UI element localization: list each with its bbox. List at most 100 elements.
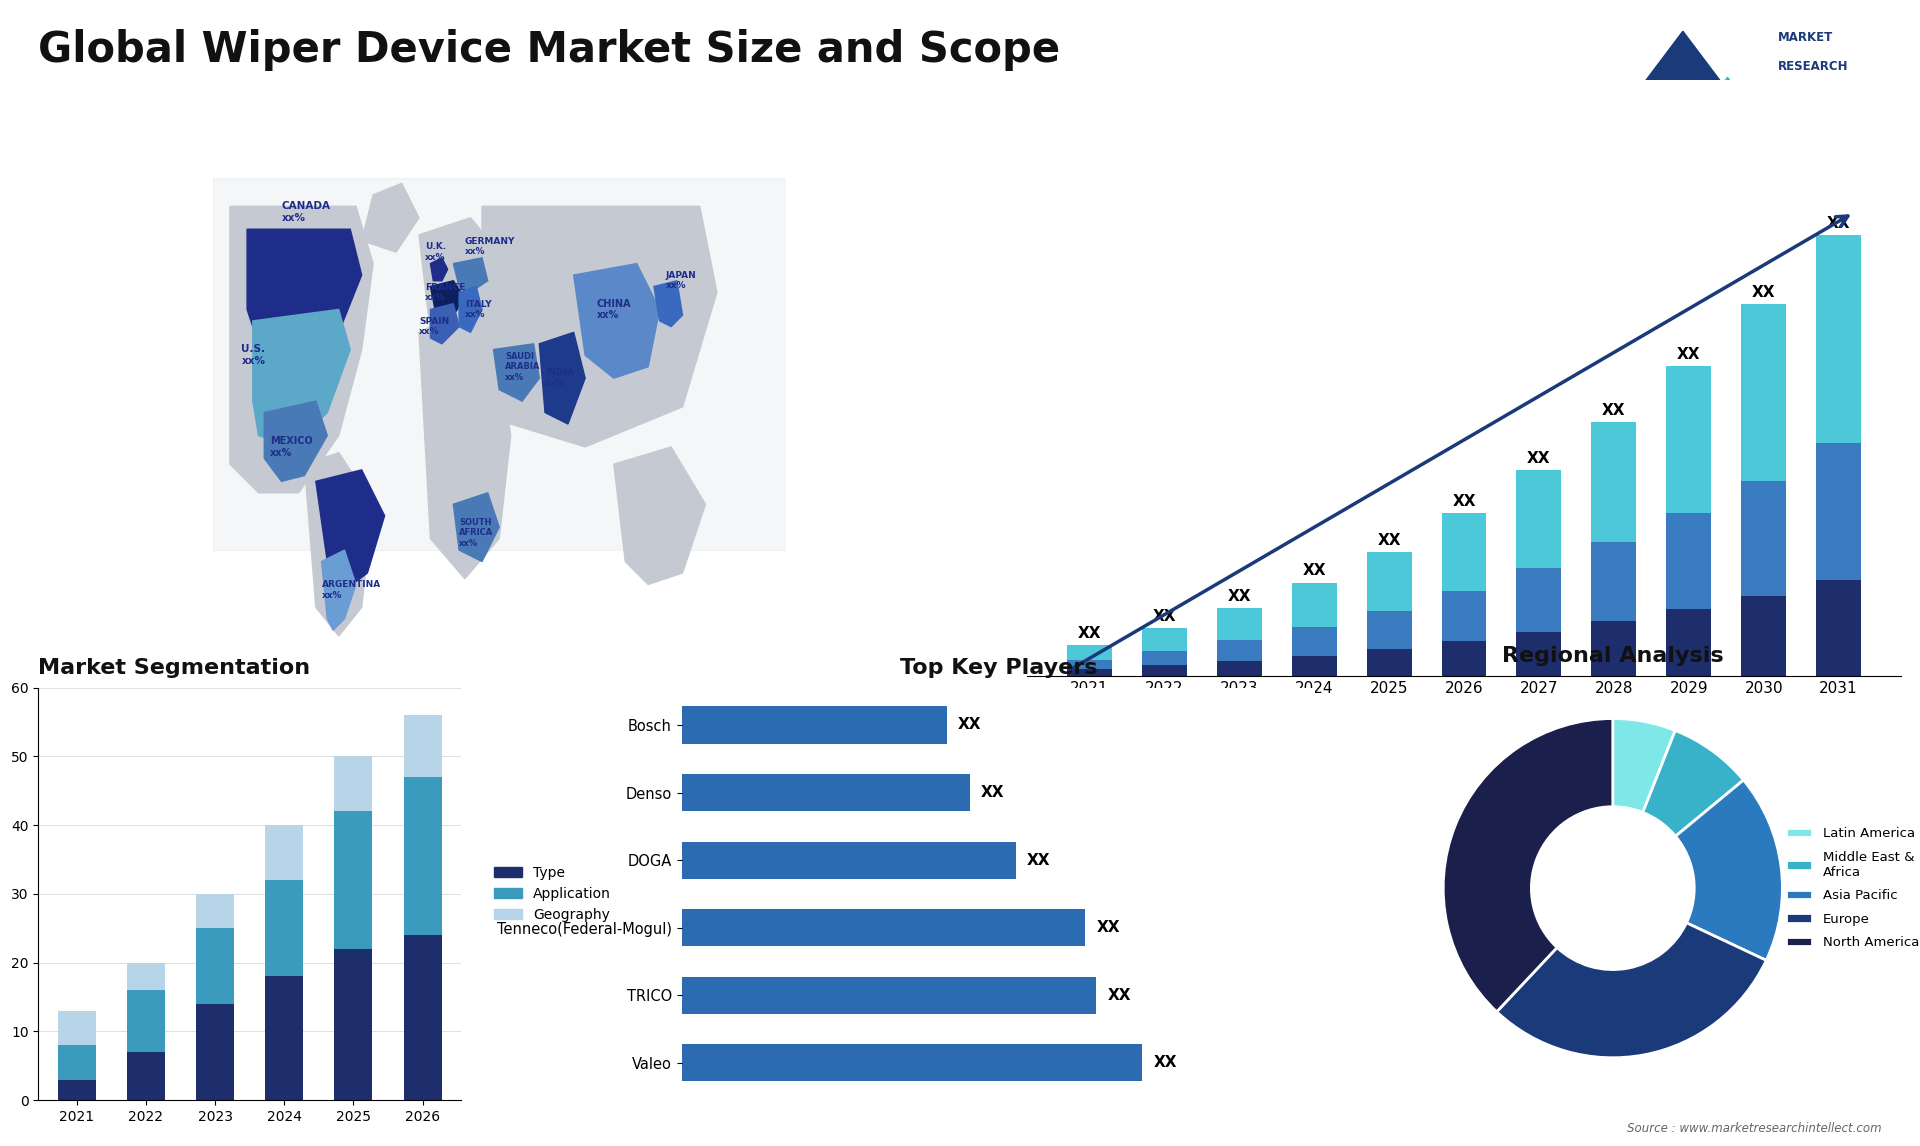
Text: XX: XX bbox=[1826, 215, 1851, 230]
Bar bbox=[334, 949, 372, 1100]
Text: XX: XX bbox=[1227, 589, 1252, 604]
Bar bbox=[1367, 611, 1411, 650]
Bar bbox=[1741, 481, 1786, 596]
Text: BRAZIL
xx%: BRAZIL xx% bbox=[332, 511, 372, 532]
Polygon shape bbox=[482, 206, 716, 447]
Bar bbox=[1068, 660, 1112, 669]
Text: XX: XX bbox=[1452, 494, 1476, 509]
Bar bbox=[265, 825, 303, 880]
Polygon shape bbox=[453, 258, 488, 292]
Polygon shape bbox=[315, 470, 384, 590]
Polygon shape bbox=[248, 229, 361, 355]
Bar bbox=[127, 990, 165, 1052]
Text: XX: XX bbox=[1377, 533, 1402, 548]
Bar bbox=[403, 715, 442, 777]
Polygon shape bbox=[1690, 78, 1766, 131]
Text: XX: XX bbox=[1676, 347, 1701, 362]
Text: RESEARCH: RESEARCH bbox=[1778, 61, 1849, 73]
Polygon shape bbox=[419, 309, 511, 579]
Bar bbox=[127, 1052, 165, 1100]
Text: CANADA
xx%: CANADA xx% bbox=[282, 202, 330, 222]
Polygon shape bbox=[253, 309, 349, 447]
Bar bbox=[1442, 513, 1486, 590]
Text: ARGENTINA
xx%: ARGENTINA xx% bbox=[321, 581, 380, 599]
Bar bbox=[1292, 582, 1336, 627]
Bar bbox=[1142, 628, 1187, 651]
Bar bbox=[1592, 422, 1636, 542]
Text: Market Segmentation: Market Segmentation bbox=[38, 658, 311, 677]
Wedge shape bbox=[1676, 780, 1782, 960]
Polygon shape bbox=[321, 550, 355, 630]
Bar bbox=[1816, 444, 1860, 580]
Bar bbox=[1592, 621, 1636, 676]
Wedge shape bbox=[1613, 719, 1676, 813]
Bar bbox=[682, 976, 1096, 1014]
Bar bbox=[682, 706, 947, 744]
Title: Regional Analysis: Regional Analysis bbox=[1501, 646, 1724, 666]
Bar bbox=[1741, 305, 1786, 481]
Text: XX: XX bbox=[1096, 920, 1119, 935]
Bar bbox=[58, 1045, 96, 1080]
Polygon shape bbox=[265, 401, 326, 481]
Text: XX: XX bbox=[1152, 609, 1177, 623]
Text: U.S.
xx%: U.S. xx% bbox=[242, 345, 265, 366]
Text: U.K.
xx%: U.K. xx% bbox=[424, 243, 445, 261]
Text: XX: XX bbox=[981, 785, 1004, 800]
Bar bbox=[1667, 366, 1711, 513]
Bar bbox=[1142, 666, 1187, 676]
Bar bbox=[1442, 590, 1486, 642]
Bar bbox=[1517, 631, 1561, 676]
Text: MARKET: MARKET bbox=[1778, 31, 1834, 45]
Title: Top Key Players: Top Key Players bbox=[900, 658, 1096, 677]
Polygon shape bbox=[430, 304, 459, 344]
Wedge shape bbox=[1498, 923, 1766, 1058]
Polygon shape bbox=[230, 206, 372, 493]
Text: SOUTH
AFRICA
xx%: SOUTH AFRICA xx% bbox=[459, 518, 493, 548]
Polygon shape bbox=[361, 183, 419, 252]
Polygon shape bbox=[655, 281, 684, 327]
Text: XX: XX bbox=[1526, 452, 1551, 466]
Bar bbox=[403, 935, 442, 1100]
Bar bbox=[127, 963, 165, 990]
Text: ITALY
xx%: ITALY xx% bbox=[465, 300, 492, 319]
Wedge shape bbox=[1644, 730, 1743, 837]
Text: SAUDI
ARABIA
xx%: SAUDI ARABIA xx% bbox=[505, 352, 540, 382]
Legend: Latin America, Middle East &
Africa, Asia Pacific, Europe, North America: Latin America, Middle East & Africa, Asi… bbox=[1780, 822, 1920, 955]
Text: SPAIN
xx%: SPAIN xx% bbox=[419, 317, 449, 336]
Polygon shape bbox=[213, 178, 785, 550]
Bar bbox=[682, 909, 1085, 947]
Bar bbox=[1068, 645, 1112, 660]
Bar bbox=[1816, 580, 1860, 676]
Polygon shape bbox=[1609, 31, 1757, 131]
Bar bbox=[1367, 650, 1411, 676]
Bar bbox=[265, 880, 303, 976]
Wedge shape bbox=[1444, 719, 1613, 1012]
Bar bbox=[1217, 607, 1261, 639]
Bar bbox=[682, 841, 1016, 879]
Bar bbox=[1142, 651, 1187, 666]
Bar bbox=[1517, 470, 1561, 567]
Bar bbox=[1442, 642, 1486, 676]
Text: XX: XX bbox=[1027, 853, 1050, 868]
Polygon shape bbox=[540, 332, 586, 424]
Text: XX: XX bbox=[1108, 988, 1131, 1003]
Text: Source : www.marketresearchintellect.com: Source : www.marketresearchintellect.com bbox=[1626, 1122, 1882, 1135]
Text: XX: XX bbox=[1077, 627, 1102, 642]
Bar bbox=[1217, 661, 1261, 676]
Bar bbox=[1592, 542, 1636, 621]
Text: Global Wiper Device Market Size and Scope: Global Wiper Device Market Size and Scop… bbox=[38, 29, 1060, 71]
Text: INDIA
xx%: INDIA xx% bbox=[545, 369, 574, 387]
Bar bbox=[58, 1080, 96, 1100]
Bar bbox=[1292, 656, 1336, 676]
Text: JAPAN
xx%: JAPAN xx% bbox=[666, 272, 697, 290]
Text: XX: XX bbox=[1751, 285, 1776, 300]
Legend: Type, Application, Geography: Type, Application, Geography bbox=[490, 861, 616, 927]
Bar bbox=[1816, 235, 1860, 444]
Polygon shape bbox=[430, 258, 447, 281]
Text: XX: XX bbox=[1601, 403, 1626, 418]
Bar bbox=[403, 777, 442, 935]
Bar bbox=[682, 1044, 1142, 1082]
Bar bbox=[1667, 610, 1711, 676]
Polygon shape bbox=[614, 447, 705, 584]
Text: INTELLECT: INTELLECT bbox=[1778, 89, 1849, 102]
